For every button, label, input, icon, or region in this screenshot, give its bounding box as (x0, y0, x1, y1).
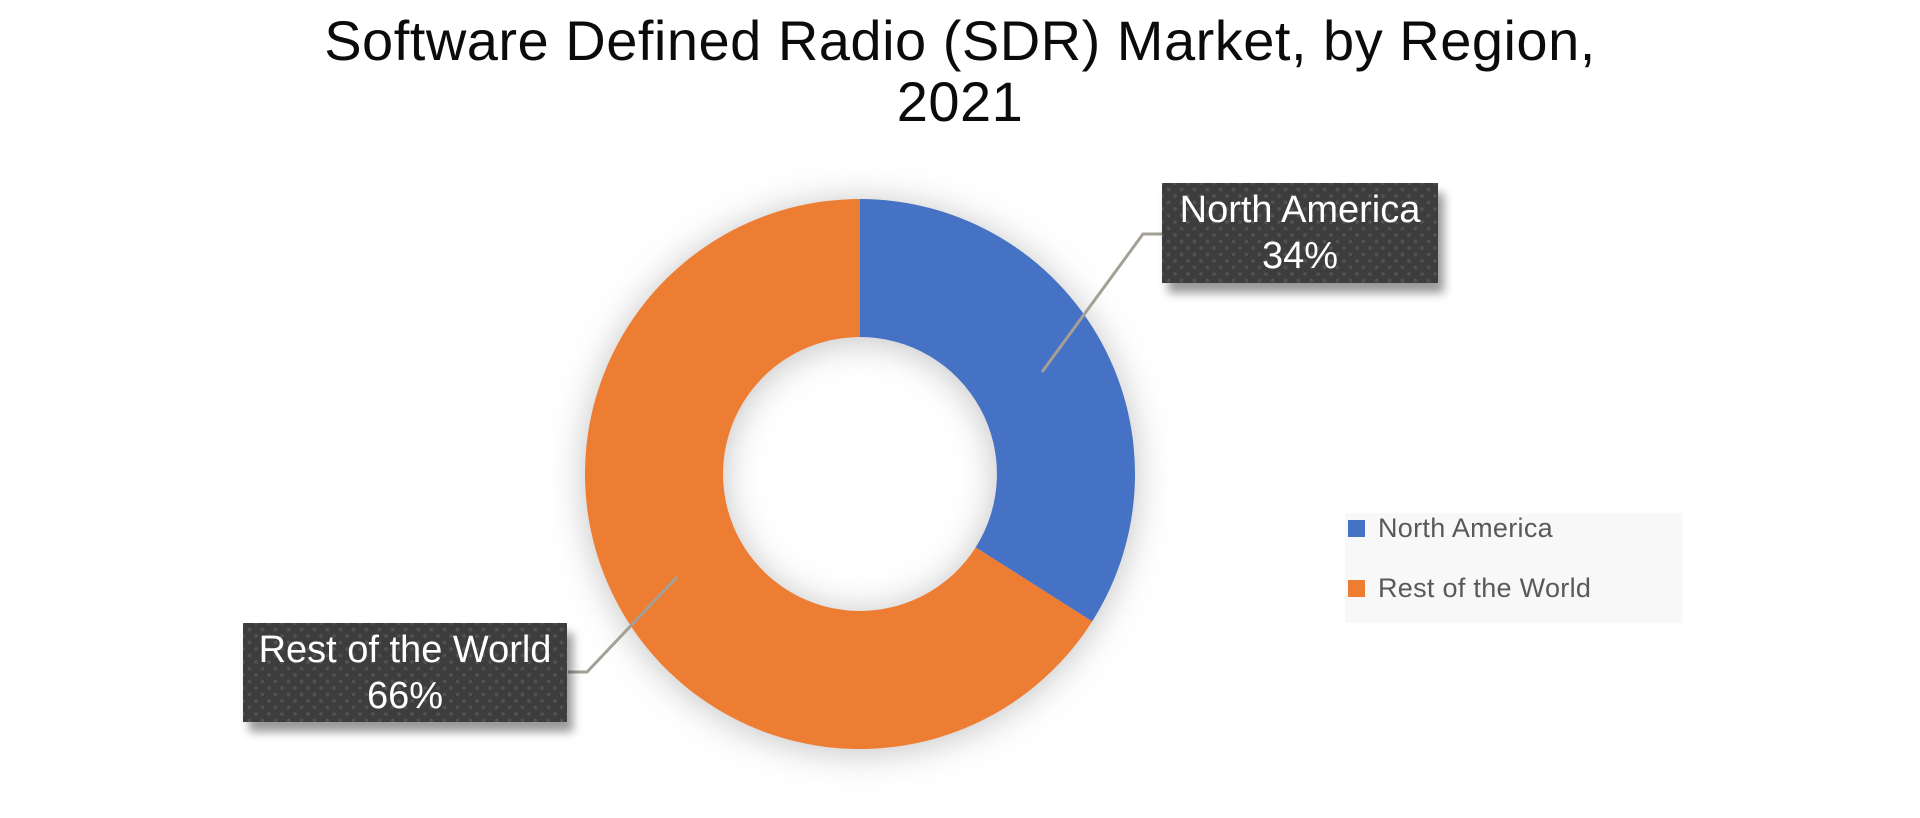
legend-item-rest-of-the-world[interactable]: Rest of the World (1348, 572, 1592, 603)
leader-line-rest-of-the-world (568, 575, 679, 674)
chart-title: Software Defined Radio (SDR) Market, by … (0, 10, 1920, 132)
callout-north-america-value: 34% (1261, 235, 1339, 277)
donut-chart (584, 199, 1135, 750)
chart-title-line-2: 2021 (896, 70, 1024, 133)
legend-item-north-america[interactable]: North America (1348, 512, 1553, 543)
legend-label-north-america: North America (1378, 512, 1553, 543)
chart-title-line-1: Software Defined Radio (SDR) Market, by … (324, 9, 1596, 72)
callout-rest-of-the-world[interactable]: Rest of the World 66% (243, 623, 567, 722)
legend (1345, 513, 1683, 623)
callout-rest-of-the-world-value: 66% (366, 674, 444, 717)
callout-north-america[interactable]: North America 34% (1162, 183, 1438, 283)
legend-swatch-rest-of-the-world (1348, 579, 1365, 597)
legend-swatch-north-america (1348, 519, 1365, 537)
donut-segment-north-america[interactable] (860, 199, 1135, 622)
donut-segment-rest-of-the-world[interactable] (584, 199, 1093, 750)
legend-label-rest-of-the-world: Rest of the World (1378, 572, 1592, 603)
callout-north-america-label: North America (1179, 189, 1421, 231)
leader-line-north-america (1040, 232, 1162, 373)
callout-rest-of-the-world-label: Rest of the World (258, 628, 552, 671)
